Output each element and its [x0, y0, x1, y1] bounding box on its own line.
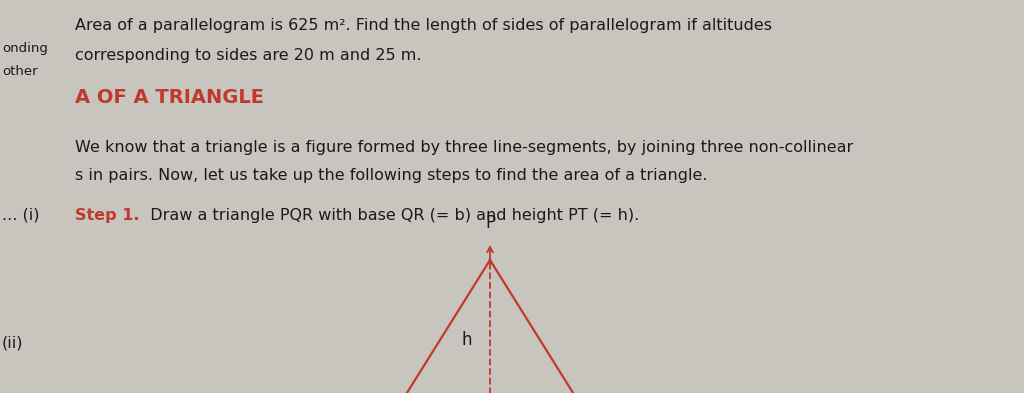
Text: Draw a triangle PQR with base QR (= b) and height PT (= h).: Draw a triangle PQR with base QR (= b) a… [140, 208, 639, 223]
Text: ... (i): ... (i) [2, 208, 40, 223]
Text: P: P [485, 214, 495, 232]
Text: corresponding to sides are 20 m and 25 m.: corresponding to sides are 20 m and 25 m… [75, 48, 422, 63]
Text: A OF A TRIANGLE: A OF A TRIANGLE [75, 88, 264, 107]
Text: Area of a parallelogram is 625 m². Find the length of sides of parallelogram if : Area of a parallelogram is 625 m². Find … [75, 18, 772, 33]
Text: h: h [462, 331, 472, 349]
Text: onding: onding [2, 42, 48, 55]
Text: other: other [2, 65, 38, 78]
Text: (ii): (ii) [2, 335, 24, 350]
Text: Step 1.: Step 1. [75, 208, 139, 223]
Text: s in pairs. Now, let us take up the following steps to find the area of a triang: s in pairs. Now, let us take up the foll… [75, 168, 708, 183]
Text: We know that a triangle is a figure formed by three line-segments, by joining th: We know that a triangle is a figure form… [75, 140, 853, 155]
